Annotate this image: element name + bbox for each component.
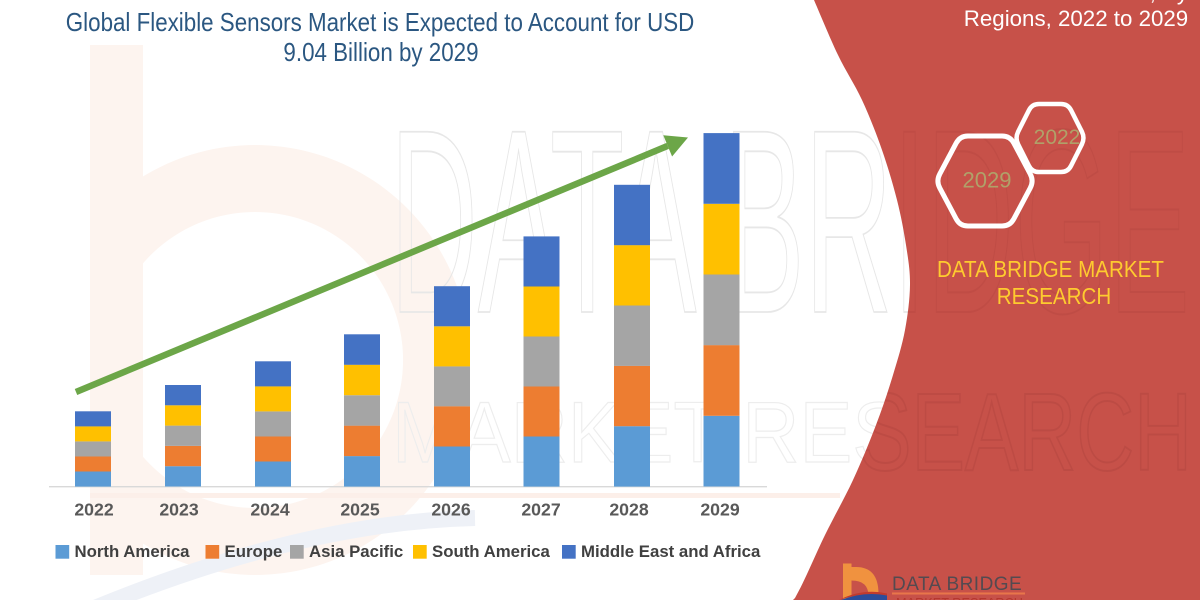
svg-text:DATA BRIDGE MARKET: DATA BRIDGE MARKET	[937, 256, 1164, 282]
svg-text:2024: 2024	[250, 500, 290, 520]
svg-text:2028: 2028	[609, 500, 649, 520]
svg-text:2022: 2022	[1034, 126, 1081, 149]
svg-text:2025: 2025	[340, 500, 380, 520]
svg-text:Regions, 2022 to 2029: Regions, 2022 to 2029	[964, 6, 1188, 31]
svg-text:Global Flexible Sensors Market: Global Flexible Sensors Market is Expect…	[66, 8, 694, 37]
svg-text:2027: 2027	[521, 500, 561, 520]
svg-text:South America: South America	[432, 542, 550, 561]
svg-text:2029: 2029	[700, 500, 740, 520]
svg-text:RESEARCH: RESEARCH	[997, 283, 1111, 309]
svg-text:t, By: t, By	[1143, 0, 1188, 5]
svg-text:Europe: Europe	[225, 542, 283, 561]
svg-text:MARKET RESEARCH: MARKET RESEARCH	[896, 596, 1023, 600]
svg-text:Asia Pacific: Asia Pacific	[309, 542, 403, 561]
svg-text:2029: 2029	[963, 168, 1012, 193]
svg-text:Middle East and Africa: Middle East and Africa	[581, 542, 761, 561]
svg-text:9.04 Billion by 2029: 9.04 Billion by 2029	[283, 38, 478, 67]
svg-text:2026: 2026	[431, 500, 471, 520]
svg-text:North America: North America	[75, 542, 191, 561]
svg-text:2022: 2022	[74, 500, 114, 520]
svg-text:DATA BRIDGE: DATA BRIDGE	[892, 574, 1024, 595]
svg-text:2023: 2023	[159, 500, 199, 520]
